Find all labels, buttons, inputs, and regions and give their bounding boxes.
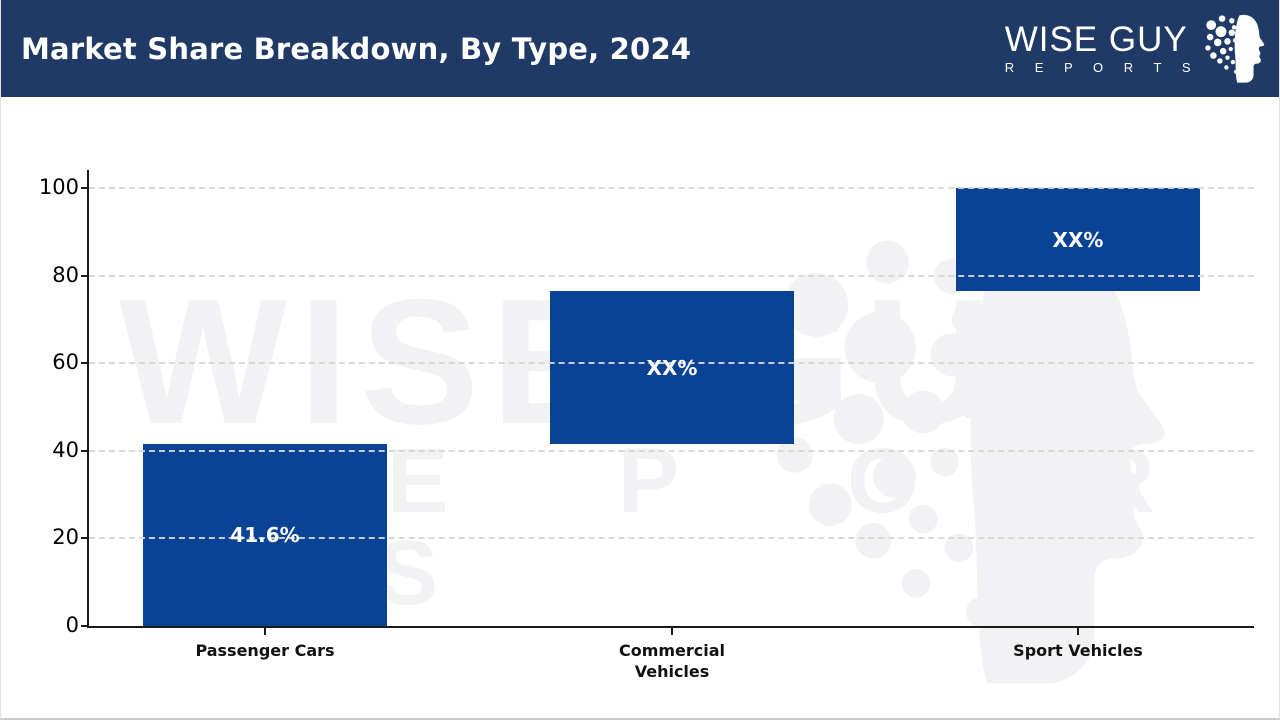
logo-subtext: R E P O R T S xyxy=(1004,60,1199,75)
y-tickmark-20 xyxy=(81,537,89,540)
page-title: Market Share Breakdown, By Type, 2024 xyxy=(21,31,692,66)
wiseguy-logo: WISE GUY R E P O R T S xyxy=(1004,11,1279,87)
bar-value-label-0: 41.6% xyxy=(230,522,300,547)
x-tickmark-0 xyxy=(264,628,266,635)
logo-head-icon xyxy=(1205,14,1265,83)
y-tick-label-60: 60 xyxy=(52,350,79,375)
y-tickmark-0 xyxy=(81,625,89,627)
chart-area: WISE GUY R E P O R T S 02040608010041.6%… xyxy=(1,97,1279,717)
y-tick-label-80: 80 xyxy=(52,262,79,287)
y-tick-label-100: 100 xyxy=(38,175,79,199)
bar-0[interactable] xyxy=(143,443,387,626)
x-tick-label-2: Sport Vehicles xyxy=(1013,641,1143,660)
x-tick-label-1: Commercial Vehicles xyxy=(618,641,726,681)
x-tick-label-0: Passenger Cars xyxy=(195,641,335,660)
x-axis-line xyxy=(87,626,1254,628)
y-tick-label-40: 40 xyxy=(52,437,79,462)
y-tick-label-0: 0 xyxy=(65,613,79,637)
y-axis-line xyxy=(87,170,89,628)
y-tickmark-40 xyxy=(81,449,89,452)
y-tickmark-80 xyxy=(81,274,89,277)
gridline-60 xyxy=(89,362,1254,365)
x-tickmark-2 xyxy=(1077,628,1079,635)
bar-1[interactable] xyxy=(550,291,794,444)
gridline-80 xyxy=(89,274,1254,277)
gridline-40 xyxy=(89,449,1254,452)
y-tickmark-60 xyxy=(81,362,89,365)
bar-value-label-1: XX% xyxy=(646,355,698,380)
header-bar: Market Share Breakdown, By Type, 2024 WI… xyxy=(1,0,1279,97)
gridline-20 xyxy=(89,537,1254,540)
bar-value-label-2: XX% xyxy=(1052,227,1104,252)
y-tickmark-100 xyxy=(81,187,89,189)
logo-wordmark: WISE GUY xyxy=(1004,20,1188,59)
x-tickmark-1 xyxy=(671,628,673,635)
y-tick-label-20: 20 xyxy=(52,525,79,550)
gridline-100 xyxy=(89,187,1254,189)
